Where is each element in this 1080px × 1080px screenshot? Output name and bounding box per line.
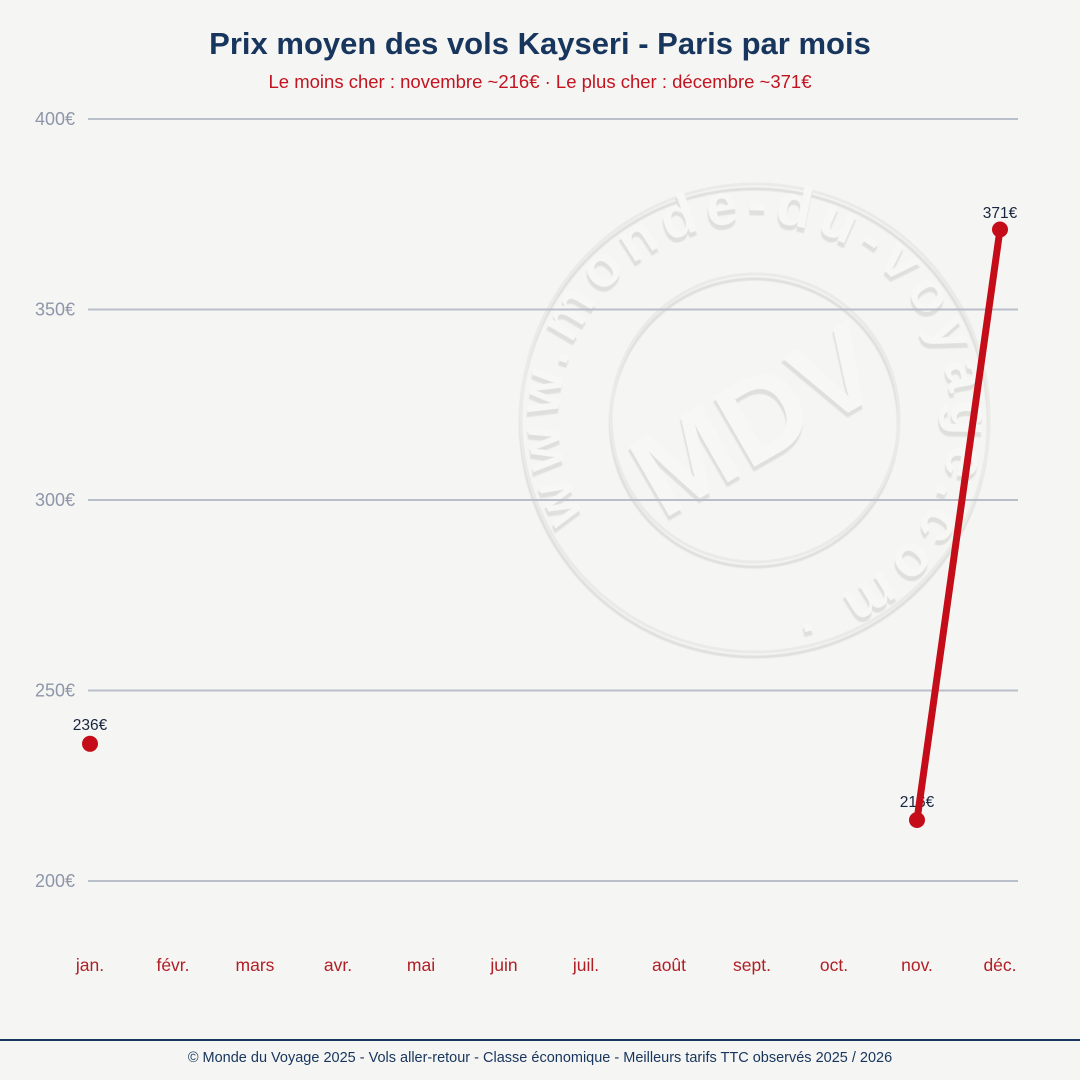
series-line-nov-dec [913, 226, 1004, 824]
price-series [82, 221, 1008, 828]
chart-header: Prix moyen des vols Kayseri - Paris par … [0, 0, 1080, 93]
watermark-inner-circle-icon [609, 272, 901, 564]
x-tick-juin: juin [489, 955, 517, 975]
gridlines [88, 118, 1018, 882]
y-tick-label: 250€ [35, 681, 75, 701]
x-axis-labels: jan. févr. mars avr. mai juin juil. août… [75, 955, 1017, 975]
watermark-center-text: MDV [609, 297, 902, 542]
y-axis-labels: 400€ 350€ 300€ 250€ 200€ [35, 109, 75, 891]
watermark: www.monde-du-voyage.com · MDV [415, 78, 1080, 758]
x-tick-mars: mars [236, 955, 275, 975]
y-tick-label: 200€ [35, 871, 75, 891]
point-label-jan: 236€ [73, 717, 108, 734]
chart-subtitle: Le moins cher : novembre ~216€ · Le plus… [268, 71, 812, 92]
x-tick-avr: avr. [324, 955, 352, 975]
footer: © Monde du Voyage 2025 - Vols aller-reto… [0, 1039, 1080, 1066]
x-tick-sept: sept. [733, 955, 771, 975]
point-label-dec: 371€ [983, 205, 1018, 222]
page-title: Prix moyen des vols Kayseri - Paris par … [209, 26, 871, 61]
x-tick-aout: août [652, 955, 686, 975]
data-point-dec [992, 221, 1008, 238]
x-tick-nov: nov. [901, 955, 933, 975]
watermark-outer-circle-icon [519, 182, 991, 654]
x-tick-oct: oct. [820, 955, 848, 975]
x-tick-dec: déc. [983, 955, 1016, 975]
data-point-nov [909, 812, 925, 828]
data-point-jan [82, 735, 98, 752]
y-tick-label: 400€ [35, 109, 75, 129]
y-tick-label: 350€ [35, 300, 75, 320]
x-tick-mai: mai [407, 955, 435, 975]
y-tick-label: 300€ [35, 490, 75, 510]
x-tick-jan: jan. [75, 955, 104, 975]
x-tick-fevr: févr. [156, 955, 189, 975]
x-tick-juil: juil. [572, 955, 599, 975]
footer-text: © Monde du Voyage 2025 - Vols aller-reto… [187, 1050, 893, 1066]
